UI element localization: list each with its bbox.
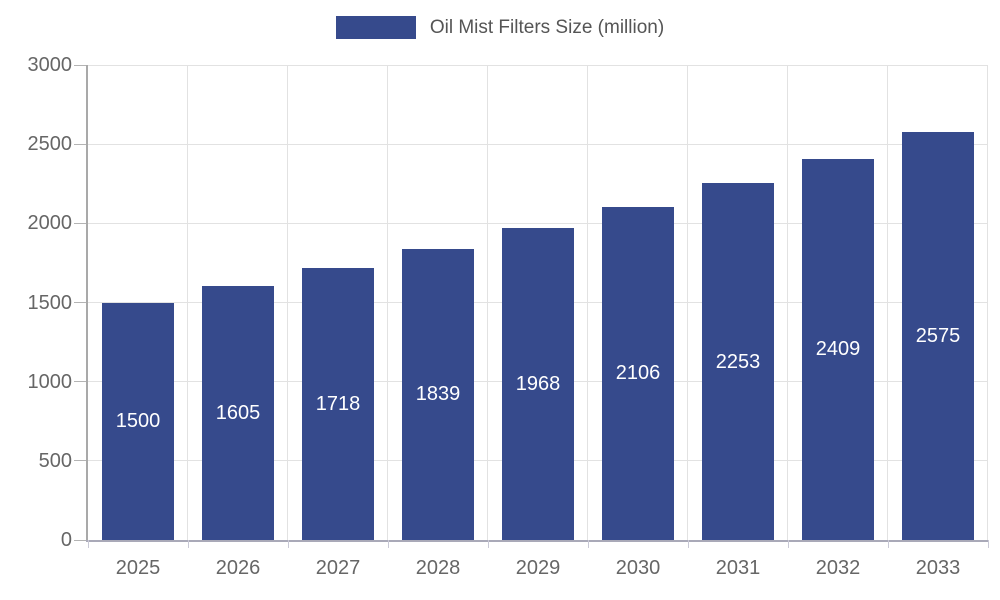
x-tick-mark: [887, 540, 889, 548]
x-tick-mark: [687, 540, 689, 548]
y-axis-line: [86, 65, 88, 540]
x-tick-mark: [487, 540, 489, 548]
legend-swatch: [335, 16, 416, 39]
bar: [702, 183, 774, 540]
bar-value-label: 2106: [615, 362, 661, 385]
x-gridline: [687, 65, 688, 540]
y-axis-label: 2500: [27, 133, 73, 156]
y-tick-mark: [74, 539, 86, 541]
x-tick-mark: [787, 540, 789, 548]
x-gridline: [187, 65, 188, 540]
y-axis-label: 1000: [27, 370, 73, 393]
x-tick-mark: [87, 540, 89, 548]
plot-area: 0 500 1000 1500 2000 2500 3000 2025 1500 2026 1605…: [28, 55, 989, 579]
y-axis-label: 3000: [27, 54, 73, 76]
bar: [202, 285, 274, 540]
y-gridline: [88, 222, 988, 224]
bar: [102, 302, 174, 540]
x-axis-label: 2029: [515, 557, 561, 579]
y-tick-mark: [74, 143, 86, 145]
bar-value-label: 1968: [515, 373, 561, 396]
x-axis-label: 2031: [715, 557, 761, 579]
y-gridline: [88, 64, 988, 66]
bar: [502, 228, 574, 540]
x-tick-mark: [387, 540, 389, 548]
x-tick-mark: [987, 540, 989, 548]
bar-value-label: 2409: [815, 338, 861, 361]
y-tick-mark: [74, 381, 86, 383]
x-axis-line: [86, 540, 988, 542]
x-gridline: [287, 65, 288, 540]
y-axis-label: 500: [38, 449, 72, 472]
bar: [302, 267, 374, 540]
bar-value-label: 1718: [315, 392, 361, 415]
x-axis-label: 2033: [915, 557, 961, 579]
bar-value-label: 1839: [415, 383, 461, 406]
x-gridline: [987, 65, 988, 540]
x-axis-label: 2028: [415, 557, 461, 579]
x-axis-label: 2027: [315, 557, 361, 579]
x-gridline: [787, 65, 788, 540]
x-axis-label: 2030: [615, 557, 661, 579]
x-tick-mark: [187, 540, 189, 548]
y-axis-label: 2000: [27, 212, 73, 235]
bar: [802, 158, 874, 540]
bar-value-label: 2575: [915, 325, 961, 348]
y-gridline: [88, 143, 988, 145]
x-axis-label: 2026: [215, 557, 261, 579]
y-tick-mark: [74, 302, 86, 303]
y-axis-label: 0: [60, 529, 72, 551]
bar: [602, 206, 674, 540]
bar: [902, 132, 974, 540]
x-gridline: [887, 65, 888, 540]
y-tick-mark: [74, 222, 86, 224]
y-axis-label: 1500: [27, 291, 73, 314]
x-gridline: [387, 65, 388, 540]
x-tick-mark: [587, 540, 589, 548]
y-tick-mark: [74, 64, 86, 66]
y-tick-mark: [74, 460, 86, 462]
x-axis-label: 2025: [115, 557, 161, 579]
bar-value-label: 2253: [715, 350, 761, 373]
bar-value-label: 1605: [215, 401, 261, 424]
x-axis-label: 2032: [815, 557, 861, 579]
x-tick-mark: [287, 540, 289, 548]
legend-label: Oil Mist Filters Size (million): [429, 16, 665, 38]
x-gridline: [587, 65, 588, 540]
bar: [402, 248, 474, 540]
x-gridline: [487, 65, 488, 540]
legend: Oil Mist Filters Size (million): [0, 16, 1000, 39]
bar-value-label: 1500: [115, 410, 161, 433]
